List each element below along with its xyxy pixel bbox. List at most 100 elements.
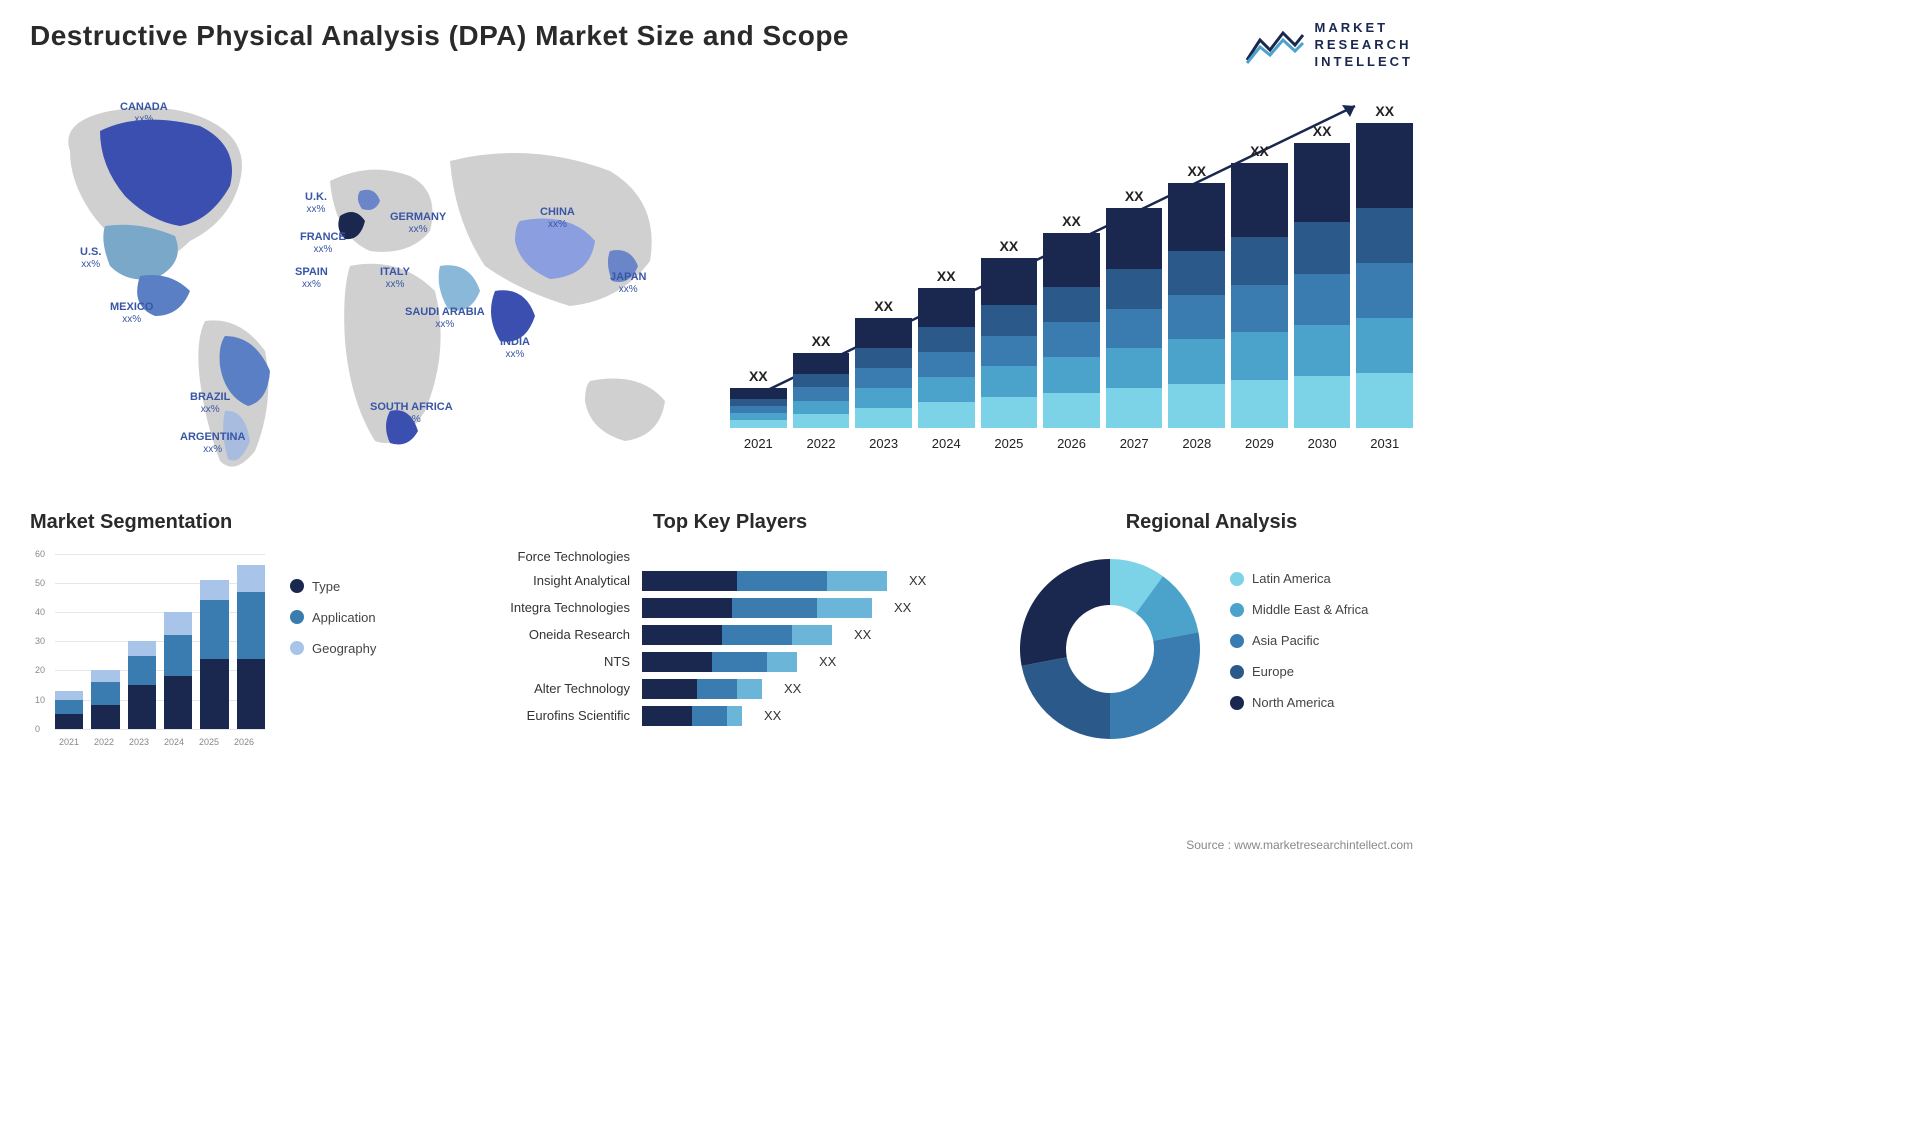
legend-item: Middle East & Africa <box>1230 602 1413 617</box>
map-label: JAPANxx% <box>610 271 646 296</box>
regional-donut <box>1010 549 1210 749</box>
bar-year-label: 2024 <box>932 436 961 451</box>
map-label: SAUDI ARABIAxx% <box>405 306 485 331</box>
map-label: MEXICOxx% <box>110 301 153 326</box>
map-label: U.K.xx% <box>305 191 327 216</box>
bar-value-label: XX <box>937 268 956 284</box>
seg-bar <box>91 670 119 728</box>
map-label: GERMANYxx% <box>390 211 446 236</box>
player-row: Oneida Research XX <box>480 625 980 645</box>
growth-bar: XX 2021 <box>730 368 787 451</box>
bar-year-label: 2029 <box>1245 436 1274 451</box>
regional-panel: Regional Analysis Latin America Middle Ea… <box>1010 511 1413 749</box>
player-name: Insight Analytical <box>480 573 630 588</box>
map-label: CANADAxx% <box>120 101 168 126</box>
bar-value-label: XX <box>812 333 831 349</box>
bar-year-label: 2030 <box>1308 436 1337 451</box>
legend-item: Europe <box>1230 664 1413 679</box>
growth-chart: XX2021XX2022XX2023XX2024XX2025XX2026XX20… <box>730 91 1413 481</box>
growth-bar: XX2027 <box>1106 188 1163 451</box>
growth-bar: XX 2022 <box>793 333 850 451</box>
growth-bar: XX 2024 <box>918 268 975 451</box>
bar-value-label: XX <box>1125 188 1144 204</box>
seg-bar <box>200 580 228 729</box>
world-map: CANADAxx% U.S.xx% MEXICOxx% BRAZILxx% ARGENT… <box>30 91 690 481</box>
top-section: CANADAxx% U.S.xx% MEXICOxx% BRAZILxx% ARGENT… <box>30 91 1413 481</box>
header: Destructive Physical Analysis (DPA) Mark… <box>30 20 1413 71</box>
growth-bar: XX 2023 <box>855 298 912 451</box>
player-row: Insight Analytical XX <box>480 571 980 591</box>
map-label: BRAZILxx% <box>190 391 230 416</box>
bar-value-label: XX <box>874 298 893 314</box>
source-text: Source : www.marketresearchintellect.com <box>1186 838 1413 852</box>
bar-year-label: 2025 <box>994 436 1023 451</box>
map-label: INDIAxx% <box>500 336 530 361</box>
bar-year-label: 2022 <box>807 436 836 451</box>
growth-bar: XX2030 <box>1294 123 1351 451</box>
segmentation-title: Market Segmentation <box>30 511 450 534</box>
page-title: Destructive Physical Analysis (DPA) Mark… <box>30 20 849 52</box>
legend-item: Geography <box>290 641 450 656</box>
bar-value-label: XX <box>749 368 768 384</box>
growth-bar: XX2028 <box>1168 163 1225 451</box>
map-label: ARGENTINAxx% <box>180 431 245 456</box>
player-row: Force Technologies <box>480 549 980 564</box>
bar-year-label: 2021 <box>744 436 773 451</box>
growth-bar: XX2025 <box>981 238 1038 451</box>
logo-line1: MARKET <box>1315 20 1414 37</box>
growth-bar: XX2031 <box>1356 103 1413 451</box>
legend-item: Type <box>290 579 450 594</box>
map-svg <box>30 91 690 481</box>
seg-bar <box>237 565 265 728</box>
map-label: U.S.xx% <box>80 246 101 271</box>
player-value: XX <box>909 573 926 588</box>
bar-year-label: 2026 <box>1057 436 1086 451</box>
segmentation-chart: 0102030405060202120222023202420252026 <box>30 549 270 749</box>
player-name: Alter Technology <box>480 681 630 696</box>
seg-bar <box>164 612 192 729</box>
regional-title: Regional Analysis <box>1010 511 1413 534</box>
player-value: XX <box>784 681 801 696</box>
bottom-section: Market Segmentation 01020304050602021202… <box>30 511 1413 749</box>
player-name: NTS <box>480 654 630 669</box>
logo: MARKET RESEARCH INTELLECT <box>1245 20 1414 71</box>
growth-bar: XX 2026 <box>1043 213 1100 451</box>
player-value: XX <box>894 600 911 615</box>
legend-item: Application <box>290 610 450 625</box>
player-value: XX <box>819 654 836 669</box>
player-name: Force Technologies <box>480 549 630 564</box>
legend-item: Latin America <box>1230 571 1413 586</box>
bar-year-label: 2023 <box>869 436 898 451</box>
growth-bars: XX2021XX2022XX2023XX2024XX2025XX2026XX20… <box>730 121 1413 451</box>
bar-value-label: XX <box>1062 213 1081 229</box>
player-row: Integra Technologies XX <box>480 598 980 618</box>
map-label: ITALYxx% <box>380 266 410 291</box>
players-chart: Force TechnologiesInsight AnalyticalXXIn… <box>480 549 980 726</box>
map-label: CHINAxx% <box>540 206 575 231</box>
player-row: Alter Technology XX <box>480 679 980 699</box>
map-label: SOUTH AFRICAxx% <box>370 401 453 426</box>
players-title: Top Key Players <box>480 511 980 534</box>
players-panel: Top Key Players Force Technologies Insigh… <box>480 511 980 749</box>
logo-icon <box>1245 25 1305 65</box>
map-label: FRANCExx% <box>300 231 346 256</box>
player-row: NTS XX <box>480 652 980 672</box>
legend-item: North America <box>1230 695 1413 710</box>
player-row: Eurofins Scientific XX <box>480 706 980 726</box>
seg-bar <box>55 691 83 729</box>
regional-legend: Latin America Middle East & Africa Asia Pa… <box>1230 571 1413 726</box>
player-value: XX <box>854 627 871 642</box>
player-name: Integra Technologies <box>480 600 630 615</box>
player-value: XX <box>764 708 781 723</box>
growth-bar: XX 2029 <box>1231 143 1288 451</box>
segmentation-legend: Type Application Geography <box>290 549 450 749</box>
legend-item: Asia Pacific <box>1230 633 1413 648</box>
segmentation-panel: Market Segmentation 01020304050602021202… <box>30 511 450 749</box>
bar-value-label: XX <box>1250 143 1269 159</box>
player-name: Eurofins Scientific <box>480 708 630 723</box>
player-name: Oneida Research <box>480 627 630 642</box>
logo-line2: RESEARCH <box>1315 37 1414 54</box>
bar-year-label: 2028 <box>1182 436 1211 451</box>
bar-value-label: XX <box>1375 103 1394 119</box>
map-label: SPAINxx% <box>295 266 328 291</box>
